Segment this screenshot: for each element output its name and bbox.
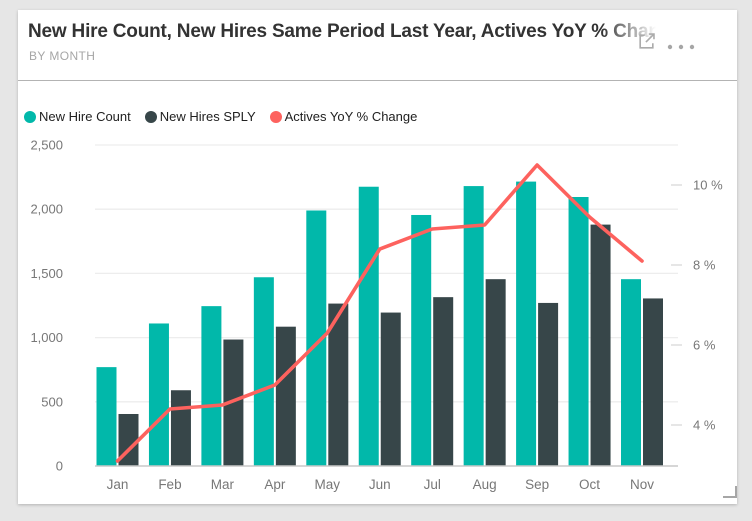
focus-mode-icon: [635, 33, 658, 56]
x-axis-category-label: Jun: [369, 477, 391, 492]
left-axis-tick-label: 1,500: [30, 266, 63, 281]
header-separator: [18, 80, 737, 81]
new-hires-sply-bar[interactable]: [433, 297, 454, 466]
right-axis-tick-label: 10 %: [693, 178, 723, 193]
legend-dot-new-hire-count: [24, 110, 36, 123]
right-axis-tick-label: 4 %: [693, 418, 716, 433]
legend-label: Actives YoY % Change: [284, 109, 418, 124]
legend-item-actives-yoy[interactable]: Actives YoY % Change: [269, 109, 418, 124]
new-hire-count-bar[interactable]: [253, 277, 274, 466]
x-axis-category-label: Oct: [579, 477, 600, 492]
right-axis-tick-label: 8 %: [693, 258, 716, 273]
x-axis-category-label: Apr: [264, 477, 286, 492]
visual-header-toolbar: [602, 10, 737, 76]
new-hire-count-bar[interactable]: [201, 306, 222, 466]
visual-title: New Hire Count, New Hires Same Period La…: [28, 21, 682, 42]
actives-yoy-change-line[interactable]: [115, 163, 644, 463]
new-hire-count-bar[interactable]: [306, 210, 327, 466]
new-hires-sply-bar[interactable]: [328, 303, 349, 466]
new-hires-sply-bar[interactable]: [643, 298, 663, 466]
legend-dot-actives-yoy: [269, 110, 282, 123]
new-hires-sply-bar[interactable]: [170, 390, 191, 466]
new-hire-count-bar[interactable]: [358, 186, 379, 467]
legend-item-new-hire-count[interactable]: New Hire Count: [24, 109, 131, 124]
new-hire-count-bar[interactable]: [463, 186, 484, 466]
left-axis-tick-label: 1,000: [30, 330, 63, 345]
visual-card: New Hire Count, New Hires Same Period La…: [18, 10, 737, 504]
x-axis-category-label: Sep: [525, 477, 549, 492]
new-hires-sply-bar[interactable]: [223, 339, 244, 466]
legend-label: New Hires SPLY: [159, 109, 256, 124]
chart-plot-area: 0 500 1,000 1,500 2,000 2,500 4 % 6 % 8 % 10 % Jan…: [18, 125, 737, 504]
legend-item-new-hires-sply[interactable]: New Hires SPLY: [144, 109, 256, 124]
new-hires-sply-bar[interactable]: [275, 326, 296, 466]
x-axis-category-label: May: [315, 477, 341, 492]
visual-subtitle: BY MONTH: [29, 49, 96, 63]
new-hire-count-bar[interactable]: [621, 279, 641, 466]
new-hire-count-bar[interactable]: [96, 367, 117, 466]
x-axis-category-label: Jan: [107, 477, 129, 492]
left-axis-tick-label: 0: [56, 459, 63, 474]
x-axis-category-label: Jul: [424, 477, 441, 492]
left-axis-tick-label: 2,000: [30, 202, 63, 217]
chart-legend: New Hire Count New Hires SPLY Actives Yo…: [24, 109, 417, 124]
x-axis-category-label: Aug: [473, 477, 497, 492]
new-hires-sply-bar[interactable]: [380, 312, 401, 466]
more-options-ellipsis-icon: [666, 39, 698, 54]
new-hire-count-bar[interactable]: [568, 197, 589, 466]
new-hire-count-bar[interactable]: [516, 181, 537, 466]
visual-header: New Hire Count, New Hires Same Period La…: [18, 10, 737, 80]
x-axis-category-label: Mar: [211, 477, 235, 492]
new-hire-count-bar[interactable]: [411, 214, 432, 466]
left-axis-tick-label: 2,500: [30, 138, 63, 153]
new-hires-sply-bar[interactable]: [590, 224, 611, 466]
more-options-button[interactable]: [666, 39, 698, 50]
legend-dot-new-hires-sply: [144, 110, 157, 123]
focus-mode-button[interactable]: [635, 30, 658, 53]
right-axis-tick-label: 6 %: [693, 338, 716, 353]
resize-handle[interactable]: [723, 486, 737, 498]
combo-chart-canvas: 0 500 1,000 1,500 2,000 2,500 4 % 6 % 8 % 10 % Jan…: [30, 138, 723, 493]
new-hire-count-bar[interactable]: [148, 323, 169, 466]
legend-label: New Hire Count: [39, 109, 131, 124]
left-axis-tick-label: 500: [41, 394, 63, 409]
x-axis-category-label: Feb: [158, 477, 181, 492]
new-hires-sply-bar[interactable]: [538, 302, 559, 466]
x-axis-category-label: Nov: [630, 477, 654, 492]
new-hires-sply-bar[interactable]: [485, 279, 506, 466]
